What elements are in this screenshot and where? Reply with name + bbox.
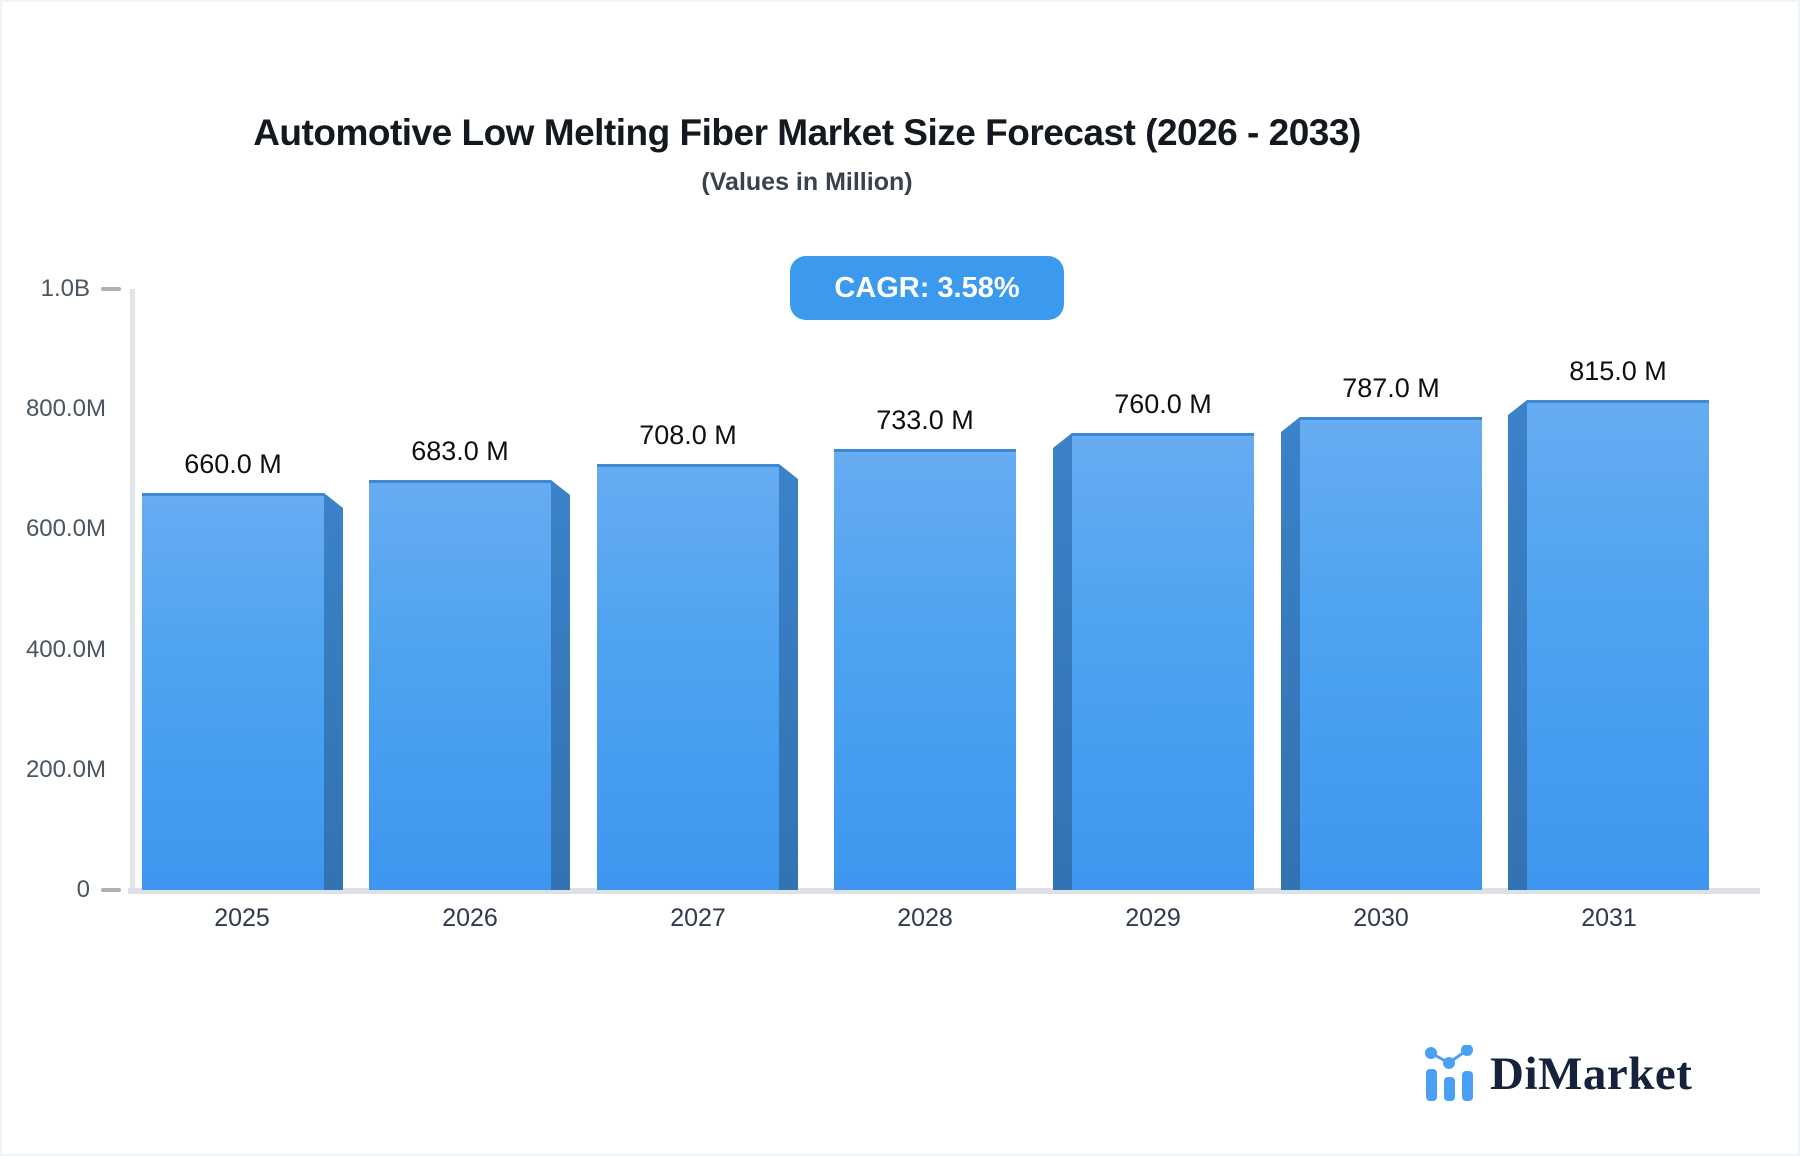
y-tick-label: 1.0B (40, 275, 90, 302)
bar-face (142, 493, 324, 890)
dimarket-logo: DiMarket (1424, 1044, 1704, 1104)
y-tick-label: 0 (76, 876, 90, 903)
bar-face (834, 449, 1016, 890)
bar-side-shade (779, 464, 798, 890)
bar-face (1300, 417, 1482, 890)
logo-text: DiMarket (1490, 1048, 1693, 1100)
chart-title: Automotive Low Melting Fiber Market Size… (253, 112, 1361, 153)
bar-face (369, 480, 551, 890)
bar-face (1527, 400, 1709, 890)
bar-side-shade (1508, 400, 1527, 890)
bar-face (597, 464, 779, 890)
x-axis-line (128, 888, 1760, 894)
chart-subtitle: (Values in Million) (701, 168, 913, 196)
bar-2031[interactable] (1508, 400, 1709, 890)
mini-bar-chart-logo-icon (1425, 1045, 1473, 1101)
y-tick-label: 600.0M (25, 515, 106, 543)
bar-2027[interactable] (597, 464, 798, 890)
bar-value-label: 815.0 M (1569, 356, 1667, 386)
x-axis-label-2026: 2026 (442, 904, 498, 932)
cagr-badge: CAGR: 3.58% (790, 256, 1064, 320)
bar-value-label: 733.0 M (876, 405, 974, 435)
x-axis-label-2028: 2028 (897, 904, 953, 932)
bar-side-shade (551, 480, 570, 890)
bar-value-label: 760.0 M (1114, 389, 1212, 419)
bar-2030[interactable] (1281, 417, 1482, 890)
bar-face (1072, 433, 1254, 890)
bar-value-label: 660.0 M (184, 449, 282, 479)
bar-value-label: 683.0 M (411, 436, 509, 466)
bar-side-shade (1281, 417, 1300, 890)
bar-2025[interactable] (142, 493, 343, 890)
x-axis-label-2031: 2031 (1581, 904, 1637, 932)
y-tick-label: 200.0M (25, 755, 106, 783)
bar-2026[interactable] (369, 480, 570, 890)
x-axis-label-2030: 2030 (1353, 904, 1409, 932)
bar-2028[interactable] (834, 449, 1016, 890)
y-axis-line (130, 289, 135, 890)
y-tick-label: 400.0M (25, 635, 106, 663)
y-tick-label: 800.0M (25, 395, 106, 423)
bar-2029[interactable] (1053, 433, 1254, 890)
y-tick-mark (101, 287, 121, 291)
bar-value-label: 787.0 M (1342, 373, 1440, 403)
x-axis-label-2025: 2025 (214, 904, 270, 932)
bar-value-label: 708.0 M (639, 420, 737, 450)
y-tick-mark (101, 888, 121, 892)
bar-side-shade (324, 493, 343, 890)
bar-side-shade (1053, 433, 1072, 890)
x-axis-label-2029: 2029 (1125, 904, 1181, 932)
x-axis-label-2027: 2027 (670, 904, 726, 932)
